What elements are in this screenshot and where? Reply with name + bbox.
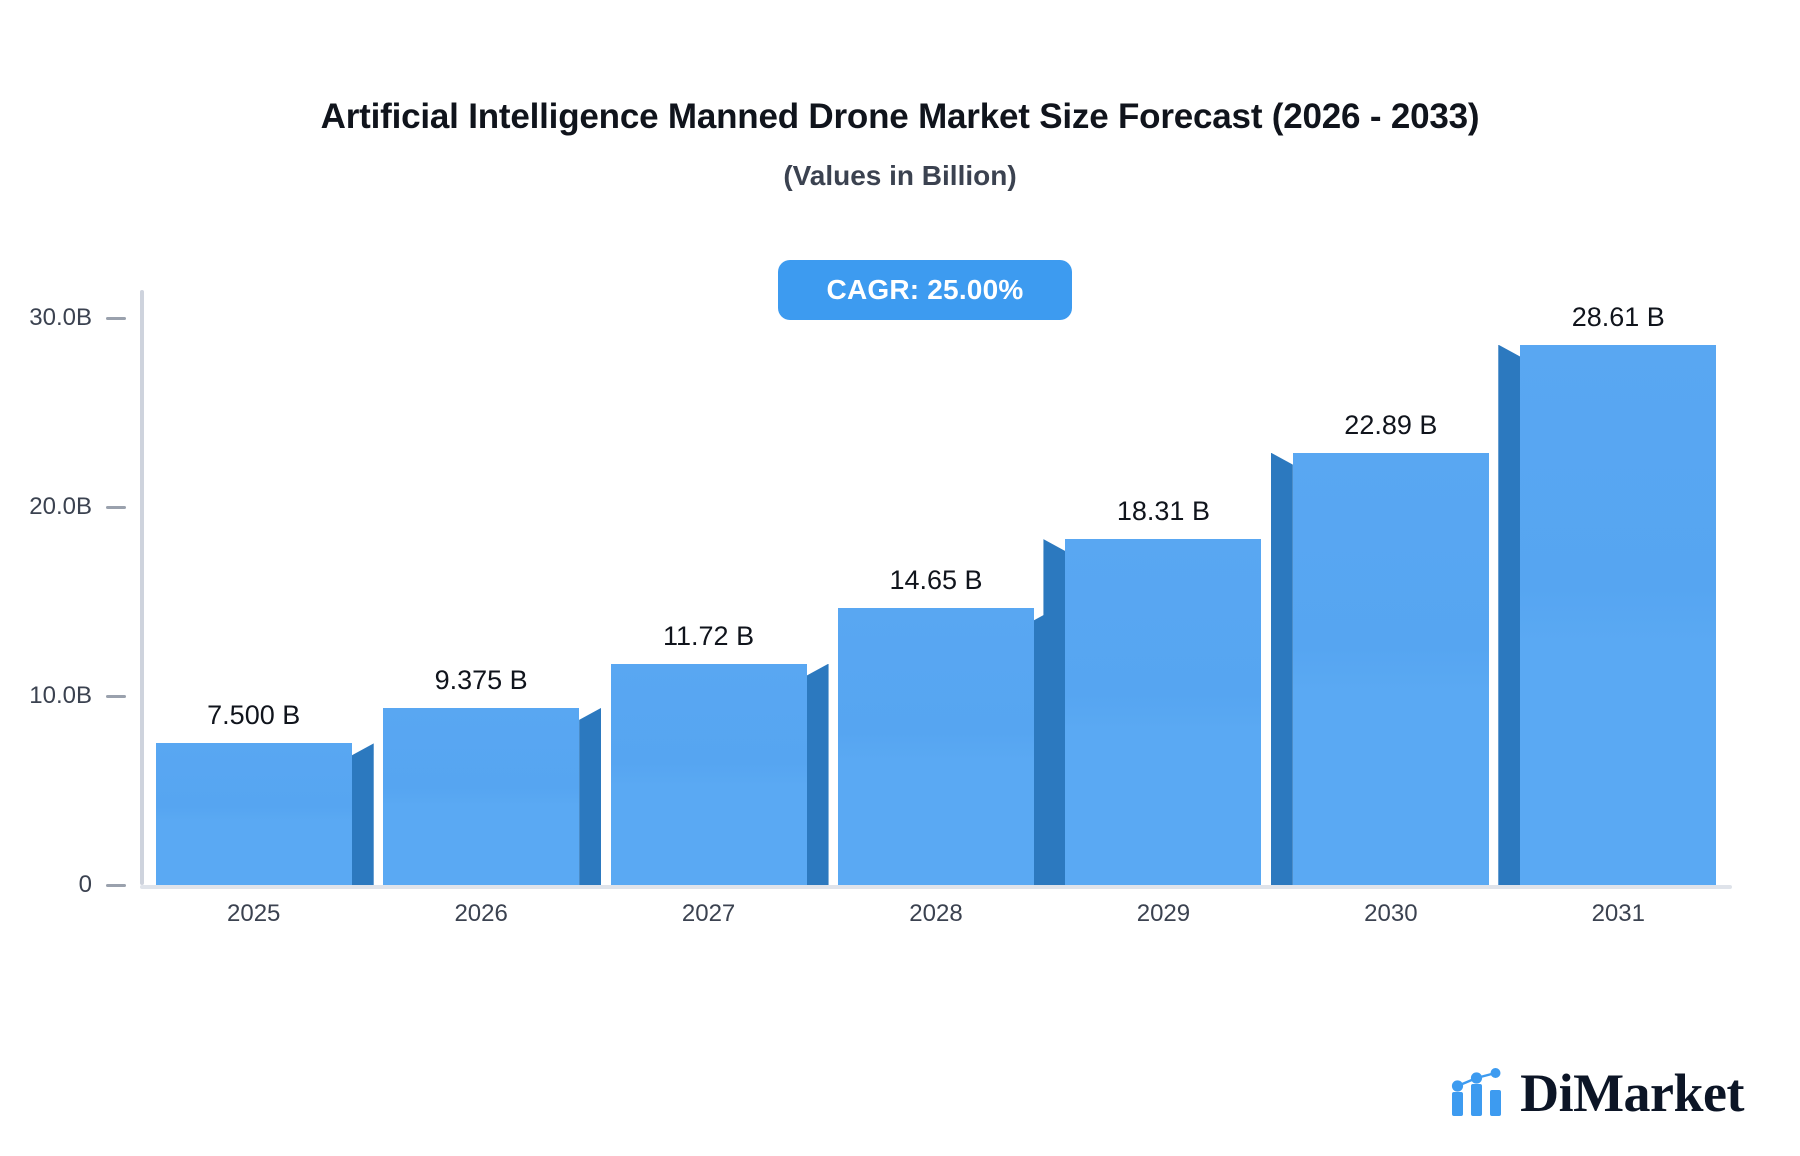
y-axis-tick-label: 0 bbox=[78, 871, 92, 898]
bar[interactable]: 22.89 B bbox=[1270, 410, 1489, 885]
bar-side-face bbox=[579, 707, 602, 885]
bar-front-face bbox=[610, 663, 807, 885]
y-axis-tick: 0 bbox=[0, 871, 140, 899]
bar-slot: 28.61 B bbox=[1498, 290, 1717, 885]
cagr-badge-label: CAGR: 25.00% bbox=[826, 274, 1024, 305]
bar-slot: 14.65 B bbox=[838, 290, 1056, 885]
bar-value-label: 9.375 B bbox=[434, 664, 528, 695]
bar[interactable]: 14.65 B bbox=[838, 565, 1056, 885]
bar-series: 7.500 B 9.375 B 11.72 B 14.65 B 18.31 B 22.89… bbox=[140, 290, 1732, 885]
title-block: Artificial Intelligence Manned Drone Mar… bbox=[0, 96, 1800, 192]
y-axis-line bbox=[140, 290, 144, 885]
bar-side-face bbox=[1270, 452, 1293, 885]
bar-value-label: 11.72 B bbox=[663, 620, 755, 651]
bar[interactable]: 11.72 B bbox=[610, 621, 829, 885]
bar-slot: 7.500 B bbox=[155, 290, 374, 885]
y-axis-tick: 10.0B bbox=[0, 682, 140, 710]
bar-side-face bbox=[806, 663, 829, 885]
bar-value-label: 7.500 B bbox=[207, 700, 301, 731]
bar-side-face bbox=[351, 743, 374, 885]
brand-logo: DiMarket bbox=[1450, 1066, 1744, 1120]
bar-slot: 9.375 B bbox=[383, 290, 602, 885]
cagr-badge: CAGR: 25.00% bbox=[778, 260, 1072, 320]
y-axis-tick-label: 30.0B bbox=[29, 304, 92, 332]
y-axis-tick-label: 10.0B bbox=[29, 682, 92, 710]
bar-side-face bbox=[1498, 344, 1521, 885]
chart-subtitle: (Values in Billion) bbox=[783, 160, 1017, 191]
x-axis-tick-label: 2028 bbox=[909, 900, 963, 927]
bar-slot: 18.31 B bbox=[1043, 290, 1262, 885]
bar-chart-dots-icon bbox=[1451, 1068, 1502, 1116]
y-axis-tick-mark bbox=[106, 883, 126, 887]
x-axis-tick-label: 2027 bbox=[681, 900, 736, 927]
bar[interactable]: 7.500 B bbox=[155, 700, 374, 885]
x-axis-tick-label: 2031 bbox=[1591, 900, 1645, 927]
bar-value-label: 18.31 B bbox=[1116, 496, 1210, 527]
bar-value-label: 22.89 B bbox=[1344, 409, 1438, 440]
x-axis-tick-label: 2030 bbox=[1364, 900, 1418, 927]
x-axis-tick-label: 2025 bbox=[227, 900, 281, 927]
plot-area: 0 10.0B 20.0B 30.0B 7.500 B 9.375 B 11.72 B 14… bbox=[29, 290, 1732, 898]
page-title: Artificial Intelligence Manned Drone Mar… bbox=[320, 97, 1480, 136]
bar-slot: 11.72 B bbox=[610, 290, 829, 885]
y-axis-tick-label: 20.0B bbox=[29, 493, 92, 521]
y-axis-tick-mark bbox=[106, 694, 126, 698]
bar-value-label: 28.61 B bbox=[1571, 301, 1665, 332]
bar[interactable]: 28.61 B bbox=[1498, 302, 1717, 885]
bar-front-face bbox=[155, 743, 352, 885]
x-axis-line bbox=[140, 885, 1732, 889]
bar[interactable]: 18.31 B bbox=[1043, 496, 1262, 885]
x-axis-tick-label: 2029 bbox=[1136, 900, 1191, 927]
y-axis-tick-mark bbox=[106, 316, 126, 320]
bar-front-face bbox=[1292, 452, 1489, 885]
y-axis-tick: 20.0B bbox=[0, 493, 140, 521]
y-axis-tick-mark bbox=[106, 505, 126, 509]
y-axis-tick: 30.0B bbox=[0, 304, 140, 332]
bar-front-face bbox=[383, 707, 580, 885]
bar-side-face bbox=[1043, 539, 1066, 885]
x-axis-tick-label: 2026 bbox=[454, 900, 508, 927]
x-axis-ticks: 2025 2026 2027 2028 2029 2030 2031 bbox=[140, 900, 1732, 940]
bar-slot: 22.89 B bbox=[1270, 290, 1489, 885]
bar[interactable]: 9.375 B bbox=[383, 665, 602, 885]
bar-front-face bbox=[838, 608, 1034, 885]
logo-text: DiMarket bbox=[1520, 1063, 1744, 1123]
bar-front-face bbox=[1065, 539, 1262, 885]
bar-value-label: 14.65 B bbox=[889, 565, 983, 596]
bar-front-face bbox=[1520, 344, 1717, 885]
